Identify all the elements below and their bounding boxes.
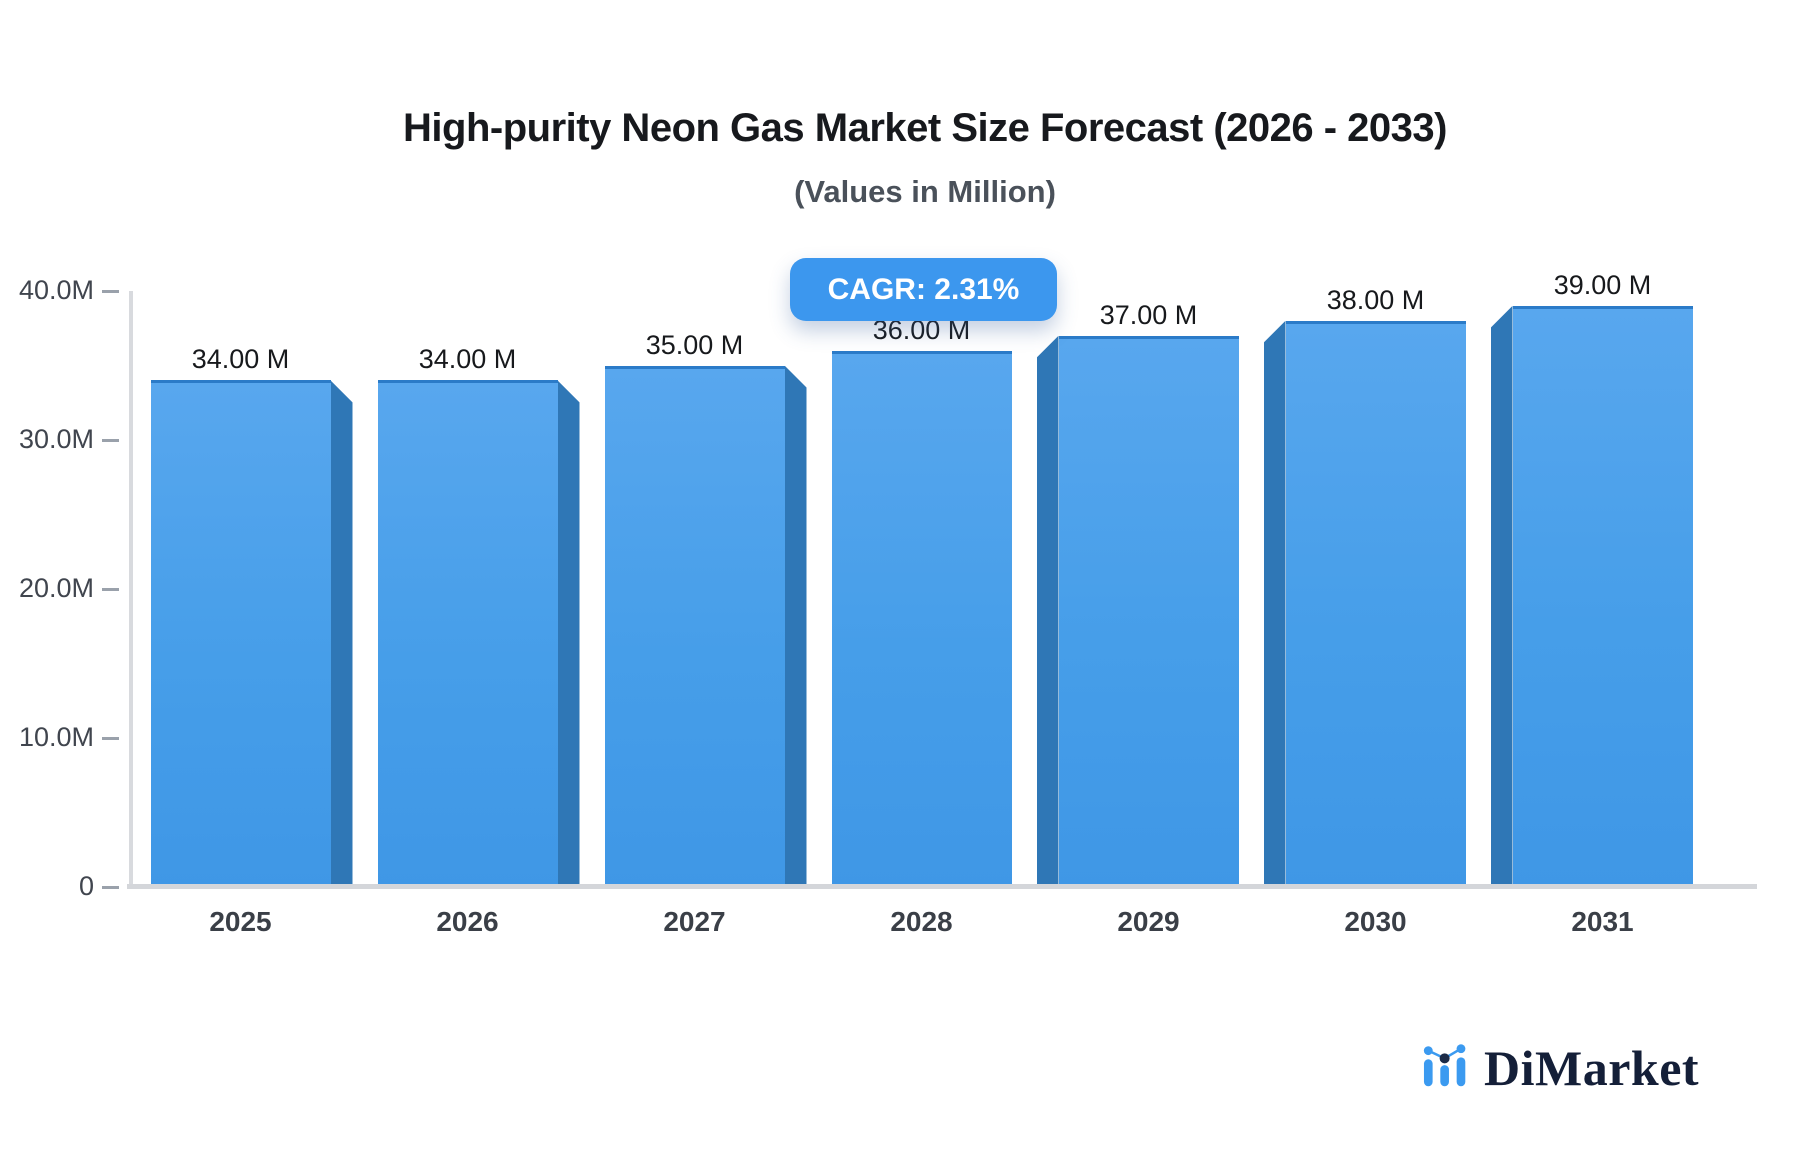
bar-value-label-2029: 37.00 M [1099,299,1198,330]
bar-face-2031 [1512,305,1693,889]
bar-2025 [150,380,353,889]
bar-face-2027 [604,365,785,889]
x-tick-label-2031: 2031 [1571,906,1634,937]
bar-2030 [1263,320,1466,889]
x-tick-label-2025: 2025 [209,906,272,937]
bar-2027 [604,365,807,889]
dimarket-logo: DiMarket [1421,1040,1700,1096]
bar-value-label-2027: 35.00 M [645,329,744,360]
bar-face-2025 [150,380,331,889]
bar-side-2030 [1263,320,1286,889]
bar-side-2025 [330,380,353,889]
y-tick-mark [102,588,119,591]
bar-side-2031 [1490,305,1513,889]
y-tick-label-30: 30.0M [18,424,94,454]
y-tick-label-40: 40.0M [18,275,94,305]
bar-2026 [377,380,580,889]
bar-face-2029 [1058,335,1239,889]
x-tick-label-2030: 2030 [1344,906,1407,937]
y-tick-label-10: 10.0M [18,722,94,752]
bar-face-2026 [377,380,558,889]
y-tick-label-0: 0 [78,871,94,901]
bar-side-2029 [1036,335,1059,889]
bar-2028 [831,350,1012,889]
y-tick-mark [102,886,119,889]
bar-side-2027 [784,365,807,889]
bar-value-label-2026: 34.00 M [418,344,517,375]
bar-face-2030 [1285,320,1466,889]
x-tick-label-2027: 2027 [663,906,726,937]
bar-value-label-2025: 34.00 M [191,344,290,375]
y-tick-label-20: 20.0M [18,573,94,603]
chart-subtitle: (Values in Million) [794,174,1056,209]
bar-2031 [1490,305,1693,889]
bar-side-2026 [557,380,580,889]
dimarket-logo-icon [1423,1044,1466,1087]
y-tick-mark [102,290,119,293]
x-tick-label-2028: 2028 [890,906,953,937]
bar-2029 [1036,335,1239,889]
y-tick-mark [102,737,119,740]
y-axis-line [129,291,133,888]
x-tick-label-2026: 2026 [436,906,499,937]
y-tick-mark [102,439,119,442]
x-axis-line [127,884,1757,889]
cagr-badge: CAGR: 2.31% [790,258,1057,321]
chart-title: High-purity Neon Gas Market Size Forecas… [403,106,1447,150]
x-tick-label-2029: 2029 [1117,906,1180,937]
dimarket-logo-text: DiMarket [1484,1040,1700,1096]
bar-face-2028 [831,350,1012,889]
bar-value-label-2030: 38.00 M [1326,284,1425,315]
bar-value-label-2031: 39.00 M [1553,269,1652,300]
